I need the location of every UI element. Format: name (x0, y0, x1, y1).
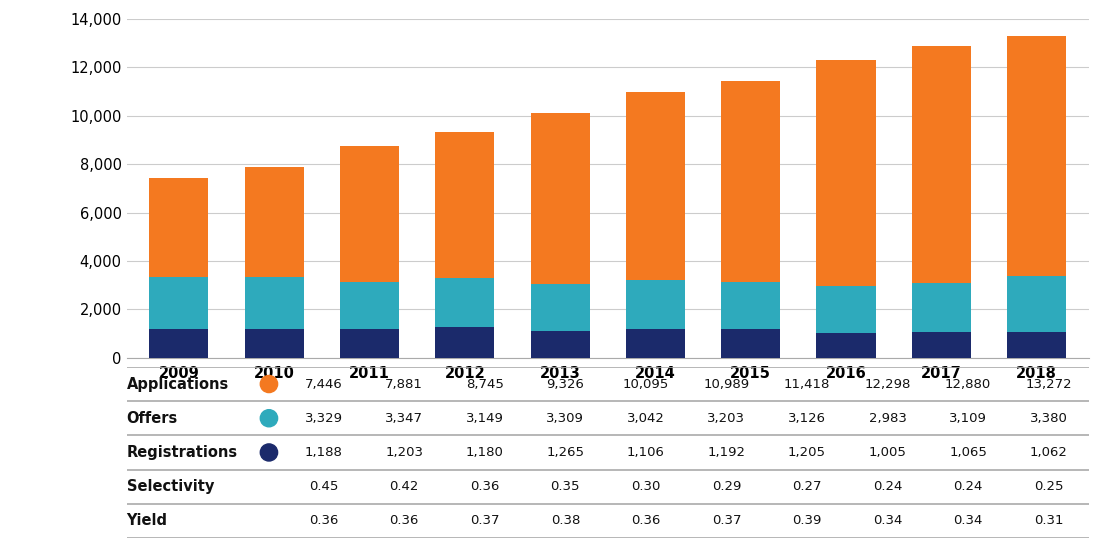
Text: Yield: Yield (126, 513, 167, 528)
Text: 3,329: 3,329 (305, 412, 343, 424)
Text: 9,326: 9,326 (547, 378, 584, 391)
Bar (816, 334, 876, 358)
Text: 3,126: 3,126 (788, 412, 826, 424)
Text: 1,062: 1,062 (1030, 446, 1068, 459)
Bar (1006, 37, 1066, 358)
Text: 0.29: 0.29 (712, 480, 741, 493)
Bar (436, 132, 494, 358)
Text: 3,309: 3,309 (547, 412, 584, 424)
Bar (626, 329, 685, 358)
Text: 3,109: 3,109 (949, 412, 987, 424)
Bar (436, 327, 494, 358)
Text: 8,745: 8,745 (466, 378, 504, 391)
Bar (626, 91, 685, 358)
Bar (912, 332, 971, 358)
Text: 1,192: 1,192 (707, 446, 746, 459)
Bar (150, 277, 209, 358)
Text: 0.24: 0.24 (873, 480, 902, 493)
Text: 1,203: 1,203 (385, 446, 424, 459)
Text: 0.27: 0.27 (792, 480, 822, 493)
Ellipse shape (261, 444, 277, 461)
Text: 3,203: 3,203 (707, 412, 746, 424)
Bar (340, 281, 399, 358)
Bar (626, 280, 685, 358)
Bar (150, 178, 209, 358)
Text: 0.25: 0.25 (1034, 480, 1064, 493)
Text: 0.34: 0.34 (954, 514, 982, 527)
Bar (244, 167, 304, 358)
Text: 0.45: 0.45 (309, 480, 339, 493)
Text: 0.24: 0.24 (954, 480, 982, 493)
Text: Selectivity: Selectivity (126, 479, 213, 494)
Text: 0.42: 0.42 (389, 480, 419, 493)
Bar (530, 114, 590, 358)
Text: 0.38: 0.38 (551, 514, 580, 527)
Text: 3,347: 3,347 (385, 412, 424, 424)
Text: Applications: Applications (126, 377, 229, 392)
Bar (816, 60, 876, 358)
Text: 11,418: 11,418 (784, 378, 830, 391)
Bar (1006, 276, 1066, 358)
Text: 2,983: 2,983 (869, 412, 906, 424)
Text: 3,380: 3,380 (1030, 412, 1068, 424)
Ellipse shape (261, 376, 277, 393)
Text: 7,446: 7,446 (305, 378, 342, 391)
Text: 1,005: 1,005 (869, 446, 906, 459)
Text: 3,042: 3,042 (627, 412, 664, 424)
Text: 0.30: 0.30 (631, 480, 661, 493)
Text: 10,095: 10,095 (623, 378, 669, 391)
Text: 0.35: 0.35 (551, 480, 580, 493)
Bar (912, 282, 971, 358)
Text: 1,265: 1,265 (547, 446, 584, 459)
Bar (244, 277, 304, 358)
Text: 1,188: 1,188 (305, 446, 342, 459)
Text: 0.34: 0.34 (873, 514, 902, 527)
Text: Offers: Offers (126, 410, 178, 426)
Text: 1,065: 1,065 (949, 446, 987, 459)
Text: 0.31: 0.31 (1034, 514, 1064, 527)
Bar (722, 282, 780, 358)
Bar (722, 329, 780, 358)
Bar (340, 329, 399, 358)
Bar (530, 331, 590, 358)
Bar (244, 329, 304, 358)
Text: Registrations: Registrations (126, 445, 238, 460)
Text: 0.36: 0.36 (309, 514, 339, 527)
Bar (722, 81, 780, 358)
Text: 0.39: 0.39 (792, 514, 822, 527)
Text: 0.36: 0.36 (631, 514, 661, 527)
Bar (530, 284, 590, 358)
Bar (1006, 332, 1066, 358)
Bar (150, 329, 209, 358)
Text: 0.36: 0.36 (389, 514, 419, 527)
Bar (912, 46, 971, 358)
Text: 3,149: 3,149 (466, 412, 504, 424)
Text: 0.37: 0.37 (712, 514, 741, 527)
Text: 12,298: 12,298 (865, 378, 911, 391)
Text: 12,880: 12,880 (945, 378, 991, 391)
Text: 1,180: 1,180 (466, 446, 504, 459)
Text: 10,989: 10,989 (703, 378, 749, 391)
Bar (340, 146, 399, 358)
Text: 1,205: 1,205 (788, 446, 826, 459)
Ellipse shape (261, 410, 277, 427)
Bar (436, 278, 494, 358)
Text: 7,881: 7,881 (385, 378, 424, 391)
Text: 1,106: 1,106 (627, 446, 664, 459)
Text: 13,272: 13,272 (1025, 378, 1072, 391)
Bar (816, 286, 876, 358)
Text: 0.37: 0.37 (470, 514, 499, 527)
Text: 0.36: 0.36 (470, 480, 499, 493)
